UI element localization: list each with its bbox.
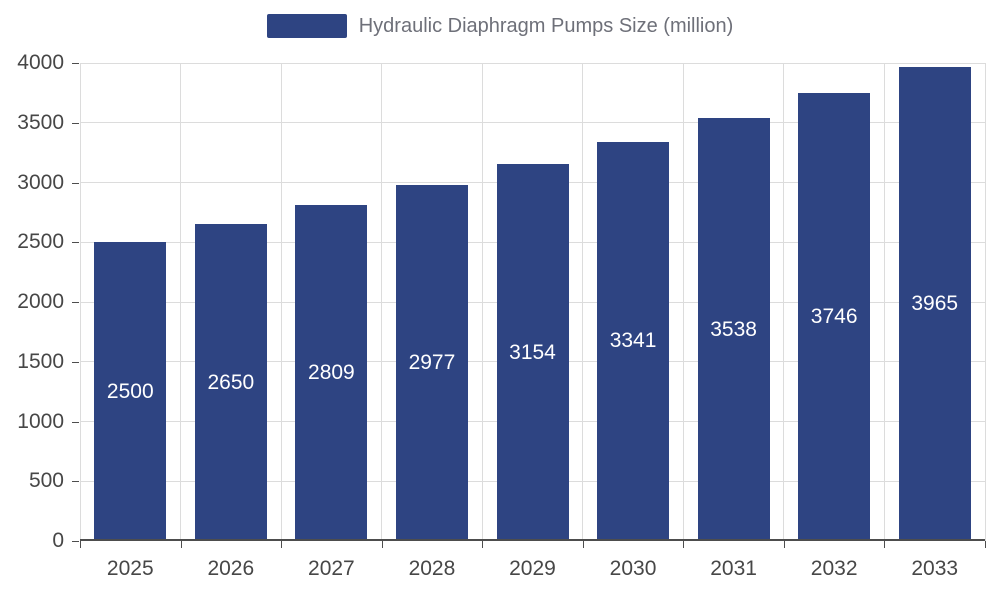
y-axis-tick-label: 0 (52, 529, 64, 552)
h-gridline (80, 122, 985, 124)
v-gridline (79, 63, 81, 541)
x-axis-tick-label: 2027 (308, 557, 355, 580)
legend-swatch (266, 14, 347, 38)
bar: 2650 (194, 224, 267, 541)
legend-label: Hydraulic Diaphragm Pumps Size (million) (358, 14, 734, 37)
y-axis-tick-mark (72, 182, 79, 184)
x-axis-tick-label: 2029 (509, 557, 556, 580)
bar: 3341 (597, 141, 670, 541)
bar: 2809 (295, 205, 368, 541)
legend[interactable]: Hydraulic Diaphragm Pumps Size (million) (0, 14, 1000, 38)
bar-value-label: 3965 (911, 292, 959, 316)
x-axis-tick-mark (884, 541, 886, 548)
y-axis-tick-label: 1000 (17, 409, 64, 433)
x-axis-tick-mark (482, 541, 484, 548)
x-axis-tick-mark (381, 541, 383, 548)
y-axis-tick-label: 3000 (17, 170, 64, 194)
v-gridline (381, 63, 383, 541)
h-gridline (80, 62, 985, 64)
bar-value-label: 3538 (710, 317, 757, 341)
x-axis-tick-label: 2025 (106, 557, 154, 580)
x-axis-tick-label: 2028 (408, 557, 456, 580)
bar: 3154 (496, 164, 569, 541)
x-axis-tick-mark (281, 541, 283, 548)
v-gridline (883, 63, 885, 541)
x-axis-tick-mark (582, 541, 584, 548)
y-axis-tick-label: 500 (28, 469, 64, 493)
x-axis-tick-mark (683, 541, 685, 548)
x-axis-line (80, 539, 985, 541)
bar: 3746 (798, 93, 871, 541)
x-axis-tick-label: 2026 (207, 557, 255, 580)
bar: 3965 (898, 67, 971, 541)
bar-value-label: 3746 (810, 305, 858, 329)
x-axis-tick-mark (180, 541, 182, 548)
bar-value-label: 3154 (509, 340, 556, 364)
x-axis-tick-label: 2032 (810, 557, 858, 580)
x-axis-tick-label: 2033 (911, 557, 959, 580)
v-gridline (180, 63, 182, 541)
bar-value-label: 2650 (207, 370, 255, 394)
y-axis-tick-mark (72, 63, 79, 64)
y-axis-tick-label: 2500 (17, 230, 64, 254)
bar-value-label: 2809 (308, 361, 355, 385)
y-axis-tick-mark (72, 302, 79, 303)
y-axis-tick-mark (72, 242, 79, 244)
bar: 2500 (94, 242, 167, 541)
bar-value-label: 2977 (408, 351, 456, 375)
v-gridline (481, 63, 483, 541)
x-axis-tick-mark (80, 541, 81, 548)
y-axis-tick-mark (72, 421, 79, 423)
x-axis-tick-label: 2030 (609, 557, 657, 580)
y-axis-tick-mark (72, 481, 79, 483)
v-gridline (682, 63, 684, 541)
y-axis-tick-label: 4000 (17, 51, 64, 74)
y-axis-tick-mark (72, 122, 79, 124)
v-gridline (582, 63, 584, 541)
v-gridline (984, 63, 986, 541)
y-axis-tick-label: 2000 (17, 290, 64, 313)
y-axis-tick-mark (72, 541, 79, 542)
y-axis-tick-label: 1500 (17, 349, 64, 373)
v-gridline (280, 63, 282, 541)
v-gridline (783, 63, 785, 541)
plot-area: 2500 2650 2809 2977 3154 3341 3538 3746 3965 (79, 62, 986, 541)
x-axis-tick-mark (783, 541, 785, 548)
bar: 3538 (697, 118, 770, 541)
x-axis-tick-label: 2031 (710, 557, 757, 580)
bar: 2977 (395, 185, 468, 541)
y-axis-tick-mark (72, 361, 79, 363)
bar-value-label: 3341 (609, 329, 657, 353)
x-axis-tick-mark (985, 541, 986, 548)
bar-value-label: 2500 (106, 379, 154, 403)
y-axis-tick-label: 3500 (17, 110, 64, 134)
